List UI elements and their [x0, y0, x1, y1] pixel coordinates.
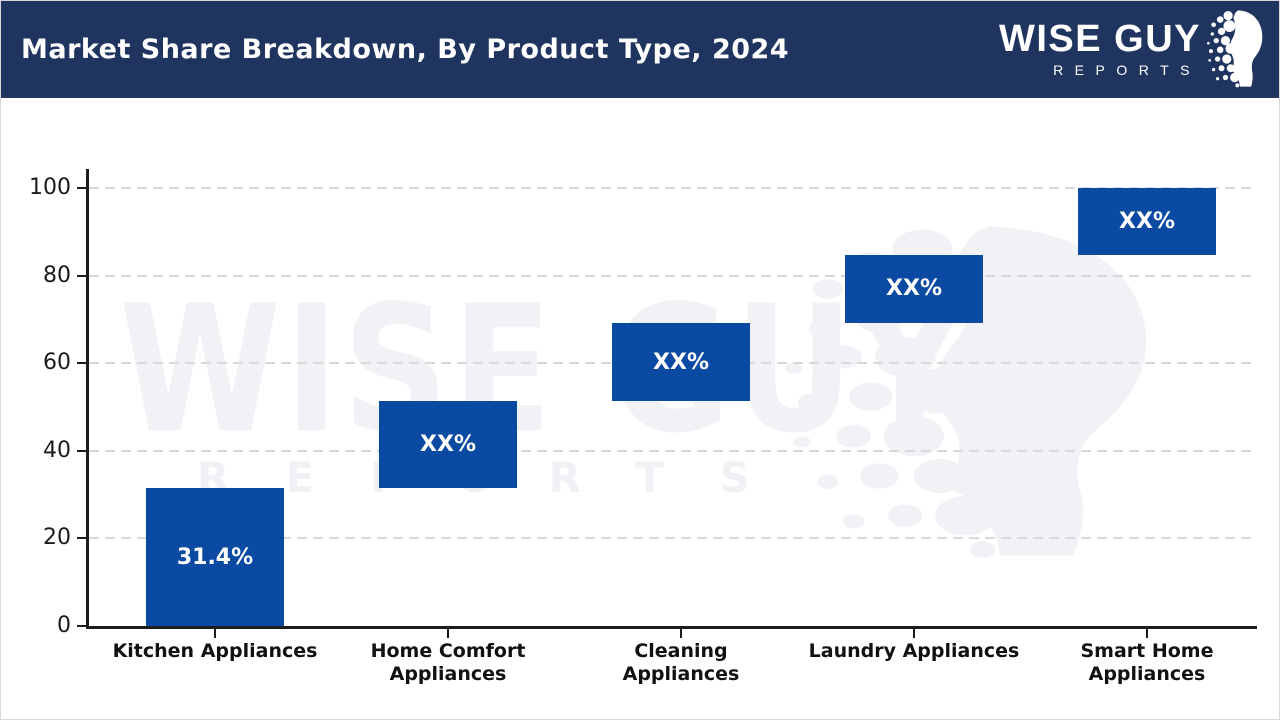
gridline-40: [89, 449, 1257, 452]
x-axis-label: Home Comfort Appliances: [370, 640, 526, 685]
bar-cleaning-appliances: XX%: [612, 322, 750, 402]
bar-value-label: XX%: [1119, 209, 1175, 234]
logo-subtext: REPORTS: [1053, 62, 1201, 78]
y-axis-tick-label: 80: [43, 262, 71, 288]
x-axis-label: Kitchen Appliances: [112, 640, 318, 662]
header-bar: Market Share Breakdown, By Product Type,…: [1, 1, 1279, 98]
wiseguy-logo: WISE GUY REPORTS: [999, 9, 1269, 88]
gridline-20: [89, 537, 1257, 540]
logo-head-icon: [1207, 10, 1263, 88]
watermark-wordmark: WISE GUY: [119, 269, 967, 472]
y-axis-tick: [77, 362, 86, 365]
bar-value-label: XX%: [886, 276, 942, 302]
x-axis-tick: [680, 629, 682, 638]
x-axis-label: Laundry Appliances: [808, 640, 1020, 662]
y-axis-tick-label: 100: [29, 175, 71, 200]
bar-home-comfort-appliances: XX%: [379, 401, 517, 489]
bar-value-label: 31.4%: [176, 544, 254, 570]
bar-value-label: XX%: [420, 432, 476, 458]
gridline-100: [89, 187, 1257, 189]
x-axis-line: [86, 626, 1257, 629]
x-axis-tick: [447, 629, 449, 638]
plot-area: 0 20 40 60 80 100 31.4% XX% XX% XX% XX% Kitchen App…: [1, 98, 1279, 719]
bar-smart-home-appliances: XX%: [1078, 188, 1216, 255]
bar-laundry-appliances: XX%: [845, 255, 983, 323]
logo-text: WISE GUY REPORTS: [999, 19, 1201, 78]
y-axis-tick-label: 40: [43, 437, 71, 463]
y-axis-line: [86, 169, 89, 629]
gridline-80: [89, 274, 1257, 277]
y-axis-tick-label: 20: [43, 525, 71, 551]
y-axis-tick: [77, 449, 86, 452]
x-axis-tick: [913, 629, 915, 638]
bar-kitchen-appliances: 31.4%: [146, 488, 284, 626]
x-axis-tick: [214, 629, 216, 638]
logo-wordmark: WISE GUY: [998, 18, 1201, 60]
x-axis-label: Smart Home Appliances: [1080, 640, 1214, 685]
y-axis-tick-label: 0: [57, 613, 71, 638]
y-axis-tick: [77, 274, 86, 277]
x-axis-tick: [1146, 629, 1148, 638]
y-axis-tick-label: 60: [43, 350, 71, 376]
chart-title: Market Share Breakdown, By Product Type,…: [21, 34, 790, 65]
y-axis-tick: [77, 537, 86, 540]
y-axis-tick: [77, 625, 86, 627]
x-axis-label: Cleaning Appliances: [622, 640, 740, 685]
bar-value-label: XX%: [653, 349, 709, 375]
y-axis-tick: [77, 187, 86, 189]
